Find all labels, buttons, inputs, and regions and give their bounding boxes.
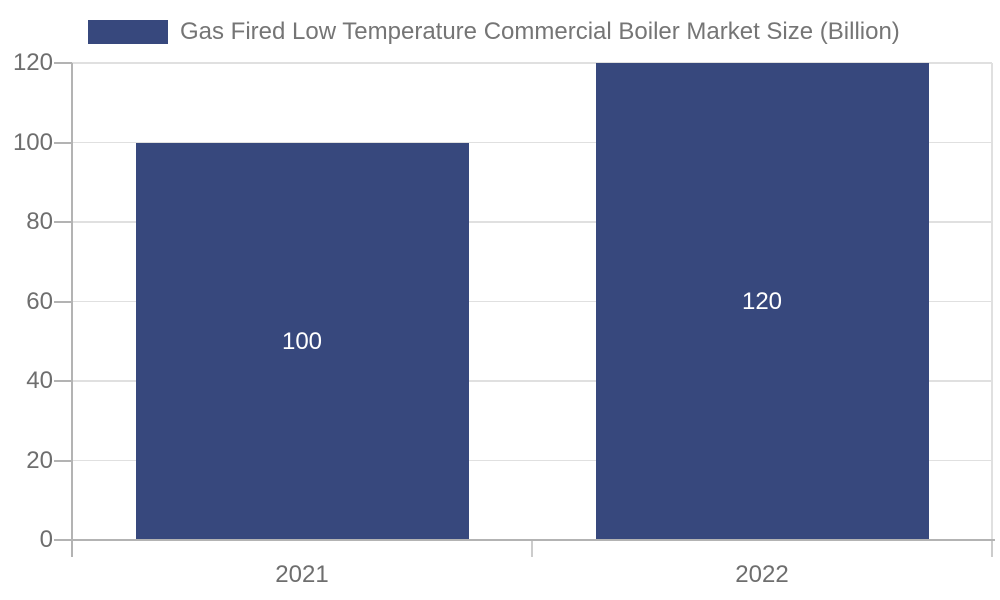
x-axis-boundary-tick: [531, 540, 533, 557]
y-gridline: [72, 141, 992, 144]
x-axis-tick-label: 2021: [275, 561, 329, 588]
legend-item[interactable]: Gas Fired Low Temperature Commercial Boi…: [88, 17, 900, 47]
bar-2022: [595, 63, 929, 540]
y-axis-tick: [54, 300, 72, 303]
y-gridline: [72, 380, 992, 382]
y-axis-tick-label: 20: [26, 446, 53, 474]
x-axis-boundary-tick: [991, 540, 993, 557]
y-axis-tick: [54, 459, 72, 462]
bar-value-label: 100: [281, 327, 323, 355]
y-axis-tick-label: 120: [12, 49, 53, 76]
y-gridline: [72, 221, 992, 223]
legend-label: Gas Fired Low Temperature Commercial Boi…: [180, 18, 900, 45]
y-axis-tick-label: 100: [12, 128, 53, 156]
y-gridline: [72, 459, 992, 462]
y-gridline: [72, 62, 992, 64]
y-axis-tick: [54, 141, 72, 144]
y-axis-line: [71, 63, 73, 557]
y-gridline: [72, 300, 992, 303]
x-axis-tick-label: 2022: [735, 561, 789, 588]
y-axis-tick-label: 80: [26, 208, 53, 235]
x-axis-line: [54, 539, 995, 541]
plot-right-border: [991, 63, 993, 540]
bar-value-label: 120: [741, 288, 783, 315]
y-axis-tick-label: 40: [26, 367, 53, 394]
legend-swatch: [88, 20, 168, 44]
y-axis-tick: [54, 62, 72, 64]
y-axis-tick: [54, 380, 72, 382]
bar-2021: [135, 142, 469, 540]
y-axis-tick-label: 0: [39, 526, 53, 553]
y-axis-tick: [54, 221, 72, 223]
y-axis-tick-label: 60: [26, 287, 53, 315]
